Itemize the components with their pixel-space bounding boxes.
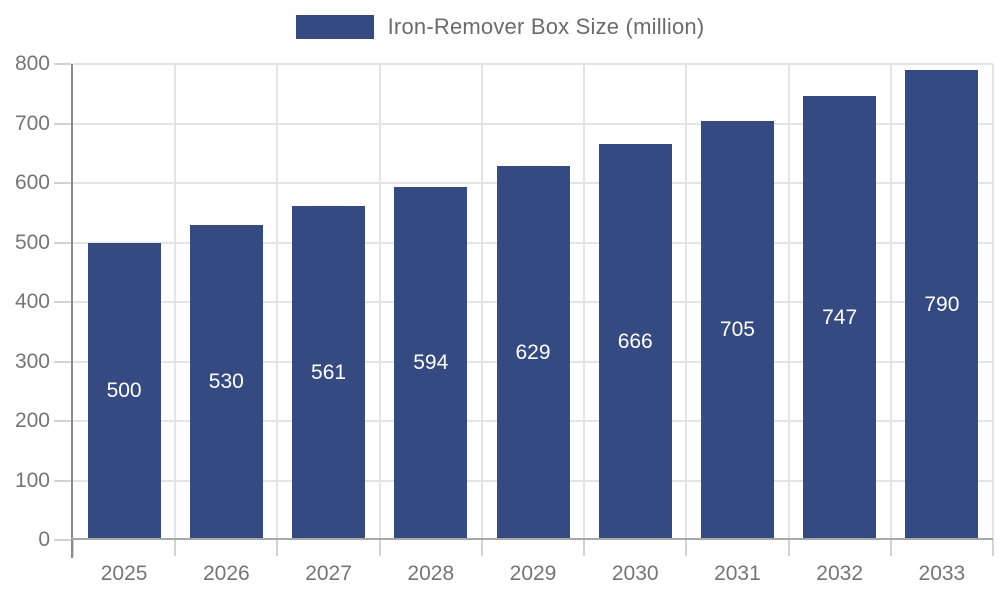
x-tick-label: 2027 [305, 562, 352, 585]
x-tick-label: 2031 [714, 562, 761, 585]
bar [598, 143, 672, 540]
bar [700, 120, 774, 540]
x-axis-tick [787, 540, 790, 556]
legend-swatch [295, 15, 374, 39]
bar-value-label: 561 [311, 361, 347, 385]
x-axis-tick [378, 540, 381, 556]
x-axis-tick [685, 540, 688, 556]
x-axis-tick [583, 540, 586, 556]
x-axis-tick [276, 540, 279, 556]
h-gridline [73, 63, 993, 65]
y-tick-label: 200 [14, 409, 50, 432]
y-axis-tick [54, 63, 71, 65]
y-tick-label: 100 [14, 468, 50, 492]
y-tick-label: 0 [38, 528, 50, 551]
v-gridline [583, 64, 586, 540]
v-gridline [889, 64, 892, 540]
x-axis-tick [992, 540, 994, 556]
x-tick-label: 2033 [918, 562, 966, 585]
bar-value-label: 629 [515, 340, 551, 364]
bar-value-label: 790 [924, 292, 960, 316]
bar [803, 95, 877, 540]
y-tick-label: 300 [14, 349, 50, 373]
x-axis-tick [174, 540, 177, 556]
x-tick-label: 2025 [100, 562, 148, 585]
x-axis-spine [71, 538, 993, 540]
y-axis-spine [71, 64, 73, 558]
x-tick-label: 2032 [816, 562, 864, 585]
bar [87, 242, 161, 540]
v-gridline [174, 64, 177, 540]
y-axis-tick [54, 360, 71, 363]
plot-area: 0 100 200 300 400 500 600 700 800 500 2025 530 2026 5… [15, 52, 994, 585]
y-axis-tick [54, 539, 71, 541]
bar [292, 206, 366, 540]
x-tick-label: 2028 [407, 562, 455, 585]
h-gridline [73, 122, 993, 125]
bar [394, 186, 468, 540]
bar-value-label: 530 [208, 370, 244, 394]
x-axis-tick [480, 540, 483, 556]
v-gridline [276, 64, 279, 540]
bar-value-label: 747 [822, 305, 858, 329]
x-tick-label: 2029 [509, 562, 557, 585]
y-axis-tick [54, 241, 71, 244]
bar [905, 69, 979, 540]
y-axis-tick [54, 122, 71, 125]
y-tick-label: 500 [14, 230, 50, 254]
y-tick-label: 800 [14, 52, 50, 75]
y-tick-label: 700 [14, 111, 50, 135]
x-tick-label: 2030 [611, 562, 659, 585]
bar-value-label: 594 [413, 351, 449, 375]
x-axis-tick [889, 540, 892, 556]
bar [189, 224, 263, 540]
v-gridline [787, 64, 790, 540]
legend-label: Iron-Remover Box Size (million) [387, 14, 705, 39]
x-axis-tick [72, 540, 74, 556]
legend: Iron-Remover Box Size (million) [0, 14, 1000, 40]
bar-value-label: 666 [617, 329, 653, 353]
y-tick-label: 400 [14, 290, 50, 313]
y-tick-label: 600 [14, 171, 50, 194]
bar-value-label: 500 [106, 379, 142, 403]
y-axis-tick [54, 301, 71, 303]
v-gridline [685, 64, 688, 540]
bar-value-label: 705 [719, 318, 755, 342]
bar [496, 165, 570, 540]
v-gridline [992, 64, 994, 540]
x-tick-label: 2026 [202, 562, 250, 585]
v-gridline [480, 64, 483, 540]
y-axis-tick [54, 479, 71, 482]
v-gridline [378, 64, 381, 540]
y-axis-tick [54, 182, 71, 184]
y-axis-tick [54, 420, 71, 422]
